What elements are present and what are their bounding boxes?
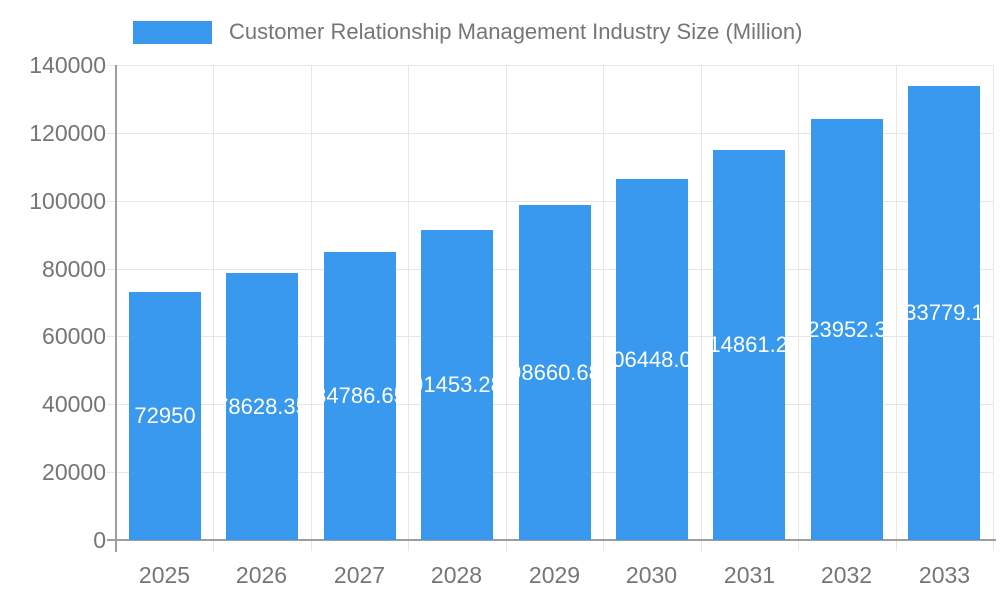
chart-legend: Customer Relationship Management Industr… [133, 19, 802, 45]
x-axis-tick [603, 540, 604, 551]
y-axis-label: 60000 [42, 323, 106, 349]
x-axis-label: 2026 [235, 562, 288, 588]
v-gridline [798, 65, 799, 540]
y-axis-label: 20000 [42, 459, 106, 485]
bar-value-label: 98660.68 [519, 359, 591, 385]
bar-value-label: 114861.28 [713, 332, 785, 357]
h-gridline [116, 65, 993, 66]
y-axis-tick [107, 65, 116, 66]
bar-2027: 84786.65 [324, 252, 396, 540]
x-axis-tick [798, 540, 799, 551]
y-axis-label: 140000 [29, 52, 106, 78]
v-gridline [701, 65, 702, 540]
x-axis-tick [311, 540, 312, 551]
x-axis-tick [408, 540, 409, 551]
bar-2025: 72950 [129, 292, 201, 540]
x-axis-tick [506, 540, 507, 551]
v-gridline [896, 65, 897, 540]
y-axis-label: 80000 [42, 256, 106, 282]
v-gridline [408, 65, 409, 540]
x-axis-label: 2025 [138, 562, 191, 588]
x-axis-tick [896, 540, 897, 551]
y-axis-line [115, 65, 117, 552]
x-axis-tick [701, 540, 702, 551]
y-axis-tick [107, 472, 116, 473]
h-gridline [116, 133, 993, 134]
x-axis-label: 2029 [528, 562, 581, 588]
bar-2033: 133779.15 [908, 86, 980, 540]
v-gridline [603, 65, 604, 540]
x-axis-label: 2033 [918, 562, 971, 588]
bar-value-label: 106448.02 [616, 346, 688, 372]
bar-value-label: 84786.65 [324, 383, 396, 408]
bar-value-label: 72950 [134, 403, 196, 428]
legend-color-swatch [133, 20, 212, 44]
v-gridline [993, 65, 994, 540]
y-axis-tick [107, 404, 116, 405]
x-axis-tick [213, 540, 214, 551]
y-axis-tick [107, 133, 116, 134]
bar-2029: 98660.68 [519, 205, 591, 540]
bar-value-label: 133779.15 [908, 300, 980, 325]
y-axis-tick [107, 201, 116, 202]
y-axis-tick [107, 336, 116, 337]
y-axis-label: 120000 [29, 120, 106, 146]
v-gridline [311, 65, 312, 540]
bar-2026: 78628.35 [226, 273, 298, 540]
v-gridline [506, 65, 507, 540]
v-gridline [213, 65, 214, 540]
chart-title: Customer Relationship Management Industr… [229, 19, 803, 44]
x-axis-label: 2028 [430, 562, 483, 588]
x-axis-label: 2027 [333, 562, 386, 588]
bar-2031: 114861.28 [713, 150, 785, 540]
x-axis-label: 2032 [820, 562, 873, 588]
x-axis-tick [993, 540, 994, 551]
h-gridline [116, 201, 993, 202]
y-axis-label: 40000 [42, 391, 106, 417]
x-axis-baseline [107, 539, 996, 541]
y-axis-label: 100000 [29, 188, 106, 214]
bar-value-label: 91453.28 [421, 372, 493, 397]
bar-2030: 106448.02 [616, 179, 688, 540]
y-axis-label: 0 [93, 527, 106, 553]
bar-value-label: 78628.35 [226, 393, 298, 419]
bar-2028: 91453.28 [421, 230, 493, 540]
x-axis-label: 2030 [625, 562, 678, 588]
y-axis-tick [107, 269, 116, 270]
x-axis-label: 2031 [723, 562, 776, 588]
